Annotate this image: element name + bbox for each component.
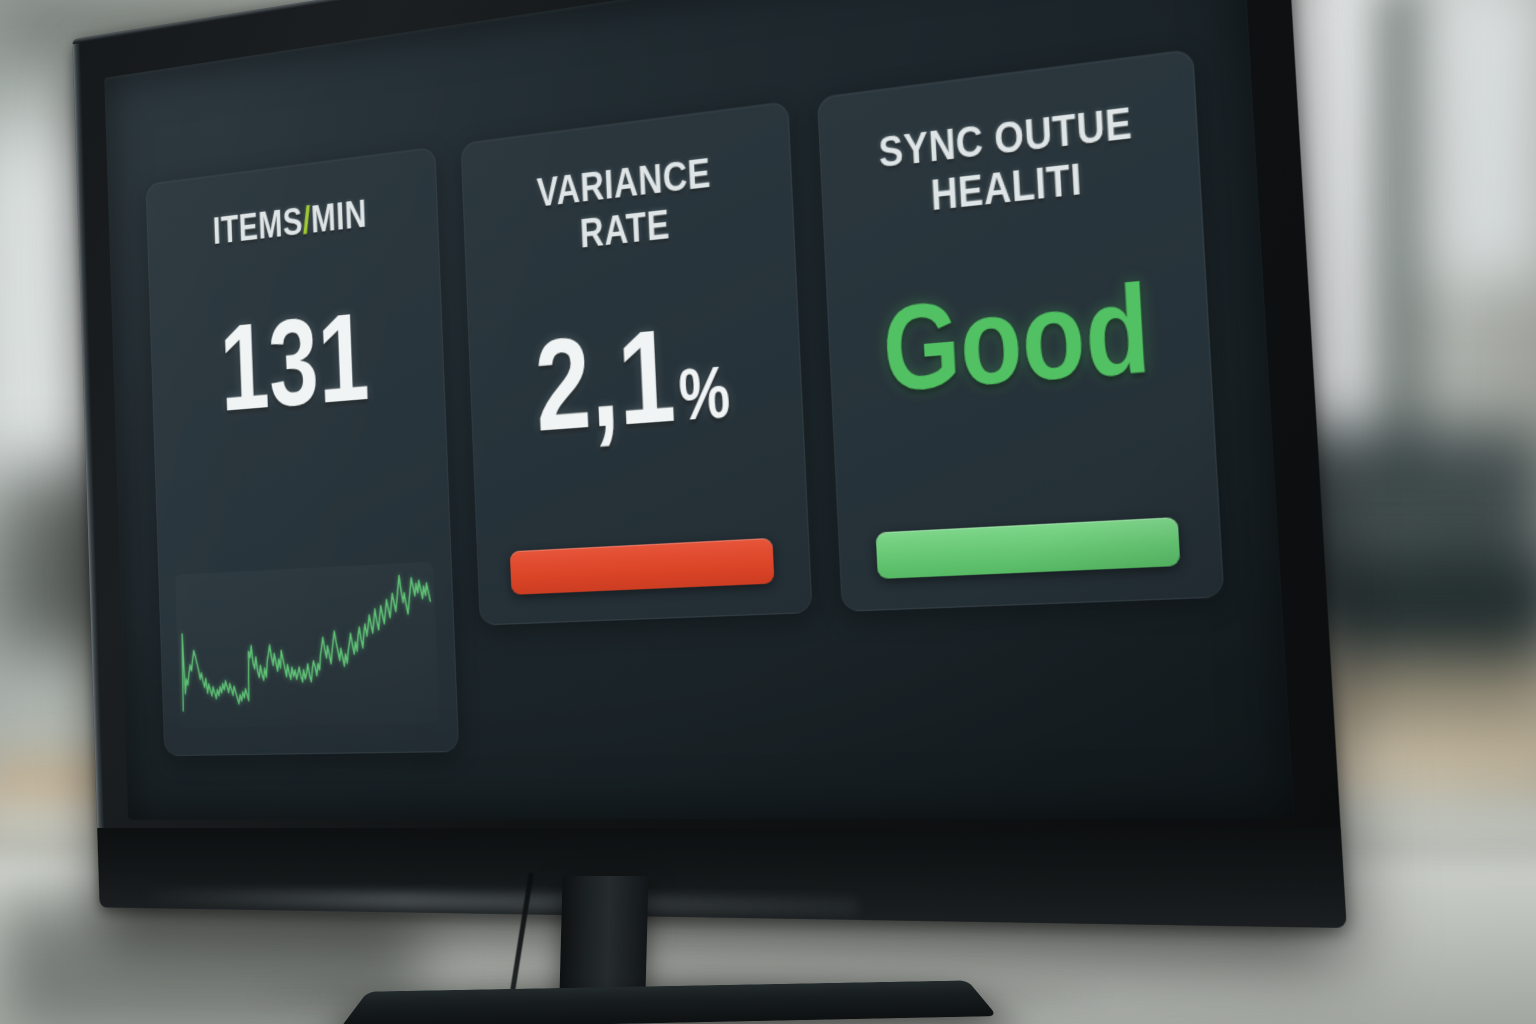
value-unit-percent: % [677,350,732,437]
card-value-items-per-min: 131 [217,287,372,438]
kpi-dashboard: ITEMS/MIN 131 VARIANCE RATE 2,1% [104,0,1295,820]
card-title-variance-rate: VARIANCE RATE [535,150,712,257]
card-title-prefix: ITEMS [211,199,303,253]
sparkline-chart-items-per-min [175,561,440,729]
kpi-card-variance-rate[interactable]: VARIANCE RATE 2,1% [460,100,814,626]
value-number: 131 [217,287,372,438]
kpi-card-items-per-min[interactable]: ITEMS/MIN 131 [145,146,459,757]
card-title-sync-queue-health: SYNC OUTUE HEALITI [877,98,1134,220]
card-value-variance-rate: 2,1% [532,302,732,460]
variance-indicator-bar [509,537,775,595]
card-title-items-per-min: ITEMS/MIN [212,192,368,254]
value-number: 2,1 [532,302,679,460]
screen-vignette [104,0,1295,820]
card-value-sync-queue-health: Good [879,259,1154,419]
monitor-screen: ITEMS/MIN 131 VARIANCE RATE 2,1% [104,0,1295,820]
monitor-stand-neck [559,876,649,996]
sparkline-svg [175,562,439,728]
screen-glare [104,0,830,820]
health-indicator-bar [875,517,1181,580]
value-status: Good [879,259,1154,419]
monitor: ITEMS/MIN 131 VARIANCE RATE 2,1% [72,0,1347,928]
